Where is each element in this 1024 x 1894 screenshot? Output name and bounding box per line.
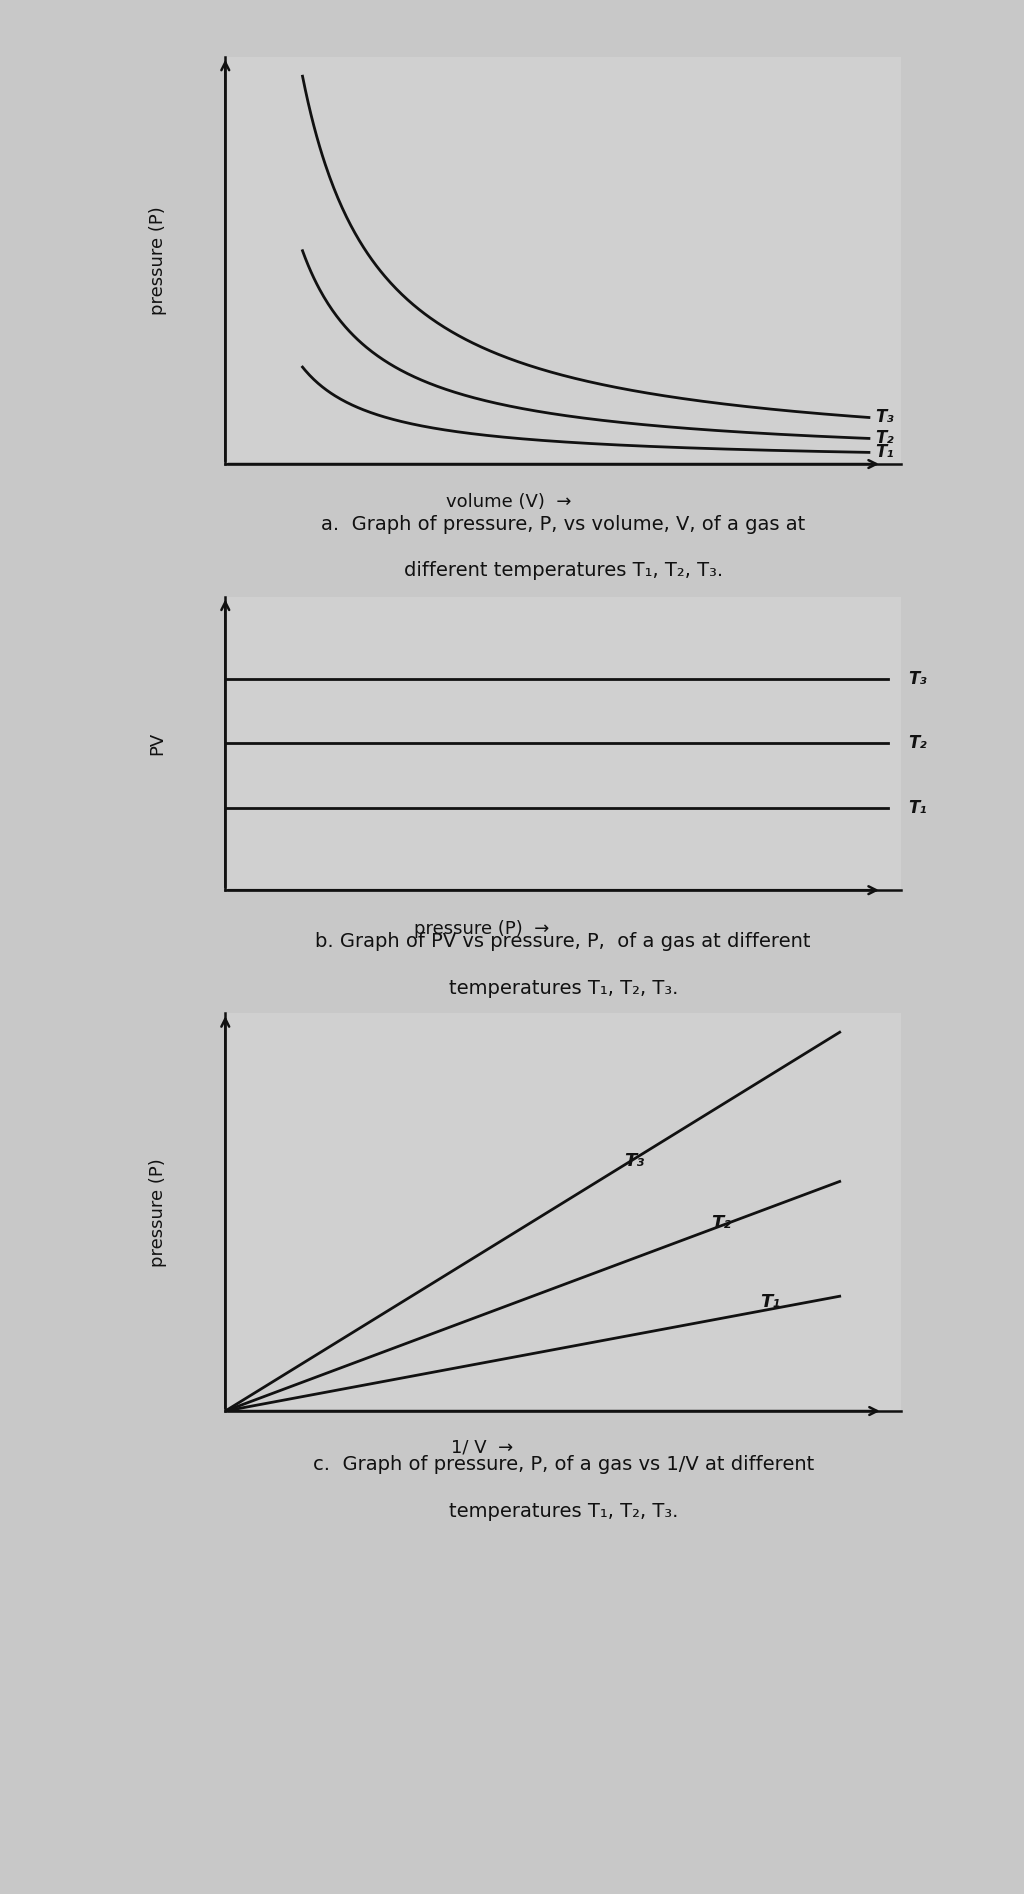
Text: T₂: T₂ (711, 1214, 731, 1231)
Text: c.  Graph of pressure, P, of a gas vs 1/V at different: c. Graph of pressure, P, of a gas vs 1/V… (312, 1455, 814, 1474)
Text: T₂: T₂ (908, 735, 927, 752)
Text: 1/ V  →: 1/ V → (451, 1439, 513, 1456)
Text: T₁: T₁ (760, 1294, 780, 1311)
Text: temperatures T₁, T₂, T₃.: temperatures T₁, T₂, T₃. (449, 1502, 678, 1521)
Text: volume (V)  →: volume (V) → (446, 492, 571, 511)
Text: T₃: T₃ (908, 670, 927, 688)
Text: a.  Graph of pressure, P, vs volume, V, of a gas at: a. Graph of pressure, P, vs volume, V, o… (322, 515, 805, 534)
Text: pressure (P)  →: pressure (P) → (415, 919, 550, 938)
Text: T₁: T₁ (876, 443, 894, 462)
Text: temperatures T₁, T₂, T₃.: temperatures T₁, T₂, T₃. (449, 979, 678, 998)
Text: pressure (P): pressure (P) (148, 206, 167, 314)
Text: T₃: T₃ (876, 409, 894, 426)
Text: PV: PV (148, 731, 167, 756)
Text: T₁: T₁ (908, 799, 927, 816)
Text: b. Graph of PV vs pressure, P,  of a gas at different: b. Graph of PV vs pressure, P, of a gas … (315, 932, 811, 951)
Text: different temperatures T₁, T₂, T₃.: different temperatures T₁, T₂, T₃. (403, 561, 723, 580)
Text: T₃: T₃ (625, 1152, 645, 1170)
Text: T₂: T₂ (876, 430, 894, 447)
Text: pressure (P): pressure (P) (148, 1157, 167, 1267)
